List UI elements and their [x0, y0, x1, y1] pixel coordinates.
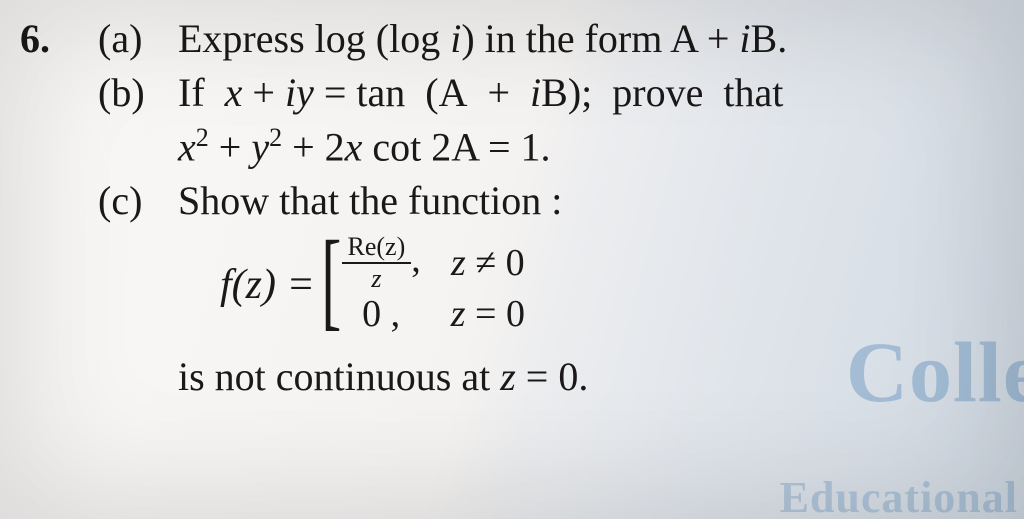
case1-value: Re(z) z , — [342, 234, 421, 292]
part-c-intro: Show that the function : — [178, 174, 1004, 228]
case2-condition: z = 0 — [451, 292, 525, 336]
case1-condition: z ≠ 0 — [451, 241, 525, 285]
part-b-line2: x2 + y2 + 2x cot 2A = 1. — [20, 120, 1004, 174]
watermark-text-2: Educational — [780, 472, 1018, 519]
part-a-text: Express log (log i) in the form A + iB. — [178, 12, 1004, 66]
part-label-a: (a) — [98, 12, 178, 66]
part-label-b: (b) — [98, 66, 178, 120]
part-b-line1: If x + iy = tan (A + iB); prove that — [178, 66, 1004, 120]
open-bracket-icon: [ — [321, 239, 341, 319]
line-6c-intro: (c) Show that the function : — [20, 174, 1004, 228]
line-6b-1: (b) If x + iy = tan (A + iB); prove that — [20, 66, 1004, 120]
case1-numerator: Re(z) — [342, 234, 412, 264]
case2-value: 0 , — [342, 292, 421, 336]
piecewise-function: f(z) = [ Re(z) z , z ≠ 0 0 , z = 0 — [20, 234, 1004, 336]
part-c-closing: is not continuous at z = 0. — [20, 350, 1004, 404]
part-label-c: (c) — [98, 174, 178, 228]
line-6a: 6. (a) Express log (log i) in the form A… — [20, 12, 1004, 66]
fn-lhs: f(z) = — [220, 261, 315, 309]
page-photo: 6. (a) Express log (log i) in the form A… — [0, 0, 1024, 519]
question-number: 6. — [20, 12, 98, 66]
cases-grid: Re(z) z , z ≠ 0 0 , z = 0 — [342, 234, 525, 336]
case1-denominator: z — [371, 264, 381, 292]
